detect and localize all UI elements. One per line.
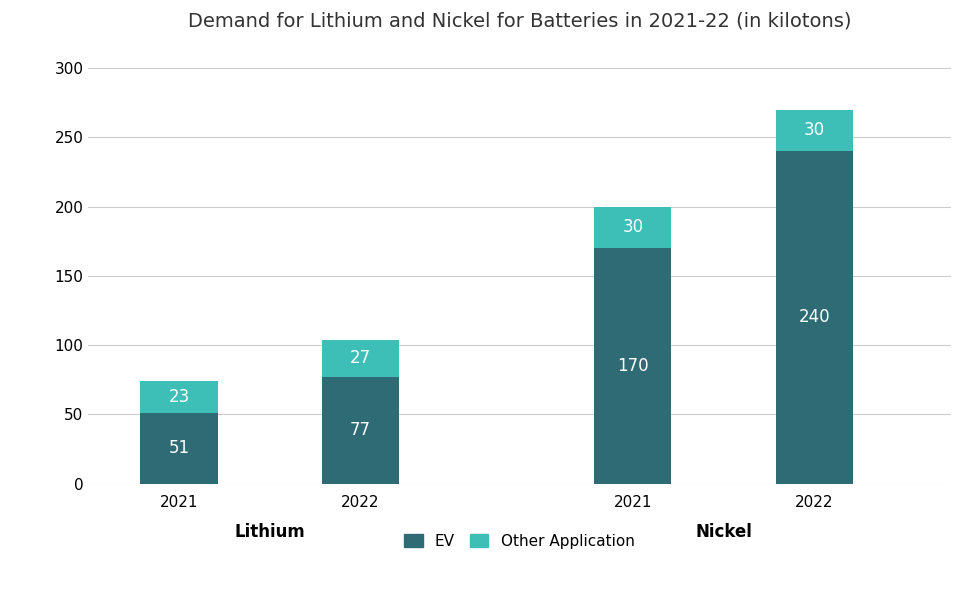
Text: 240: 240 bbox=[799, 309, 830, 326]
Bar bbox=[322, 377, 399, 484]
Legend: EV, Other Application: EV, Other Application bbox=[398, 527, 641, 555]
Text: 51: 51 bbox=[169, 440, 189, 457]
Bar bbox=[776, 151, 853, 484]
Bar bbox=[776, 110, 853, 151]
Bar bbox=[594, 248, 671, 484]
Text: 77: 77 bbox=[350, 421, 371, 440]
Text: 23: 23 bbox=[169, 388, 189, 406]
Text: 30: 30 bbox=[804, 122, 825, 139]
Text: 170: 170 bbox=[617, 357, 649, 375]
Bar bbox=[594, 206, 671, 248]
Bar bbox=[322, 340, 399, 377]
Text: Lithium: Lithium bbox=[234, 523, 305, 540]
Text: 27: 27 bbox=[350, 349, 371, 368]
Text: 30: 30 bbox=[622, 218, 644, 237]
Bar bbox=[140, 413, 218, 484]
Title: Demand for Lithium and Nickel for Batteries in 2021-22 (in kilotons): Demand for Lithium and Nickel for Batter… bbox=[187, 11, 852, 30]
Bar bbox=[140, 381, 218, 413]
Text: Nickel: Nickel bbox=[695, 523, 752, 540]
